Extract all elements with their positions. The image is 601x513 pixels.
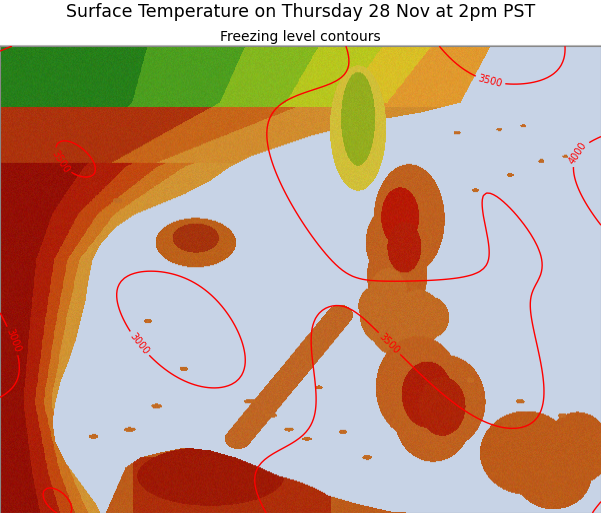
Text: 3000: 3000 <box>127 331 151 357</box>
Text: 3500: 3500 <box>377 331 401 356</box>
Text: Freezing level contours: Freezing level contours <box>220 30 381 44</box>
Text: 4000: 4000 <box>567 140 589 166</box>
Text: 3500: 3500 <box>477 73 504 89</box>
Text: 3500: 3500 <box>49 149 72 175</box>
Text: 3000: 3000 <box>4 327 22 354</box>
Text: Surface Temperature on Thursday 28 Nov at 2pm PST: Surface Temperature on Thursday 28 Nov a… <box>66 3 535 21</box>
